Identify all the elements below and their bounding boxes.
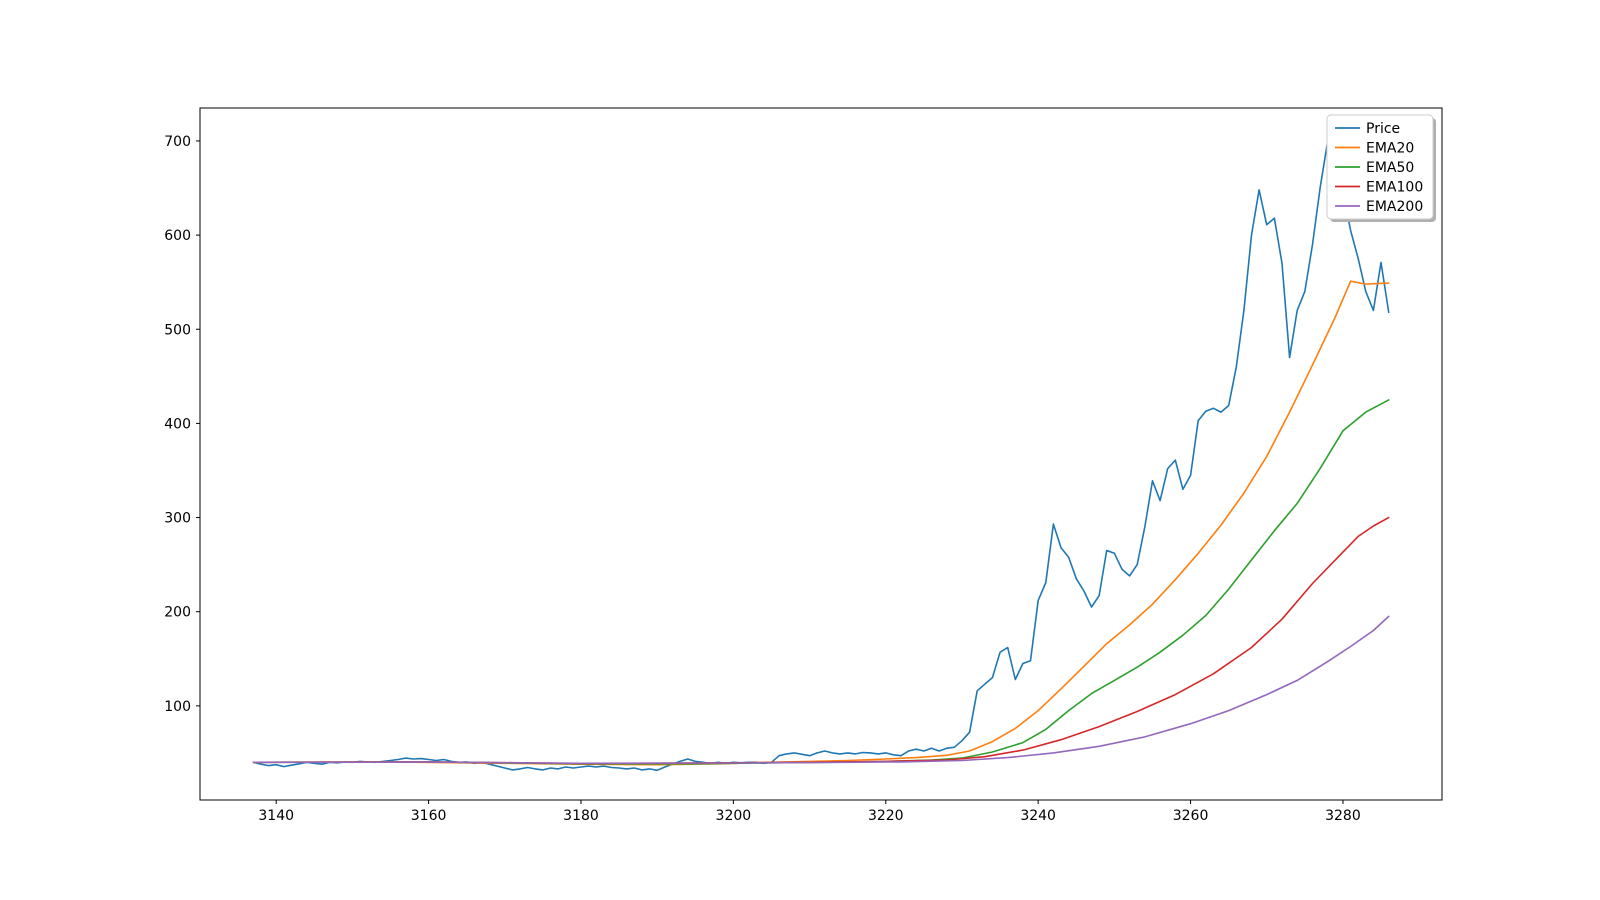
legend-label-ema20: EMA20: [1366, 141, 1414, 157]
y-tick-label: 600: [164, 228, 191, 244]
x-tick-label: 3260: [1173, 808, 1209, 824]
legend-label-ema100: EMA100: [1366, 180, 1423, 196]
legend-label-price: Price: [1366, 121, 1400, 137]
plot-border: [199, 107, 1443, 801]
y-tick-label: 700: [164, 134, 191, 150]
x-tick-label: 3180: [563, 808, 599, 824]
legend-label-ema200: EMA200: [1366, 199, 1423, 215]
x-tick-label: 3160: [411, 808, 447, 824]
series-line-price: [252, 140, 1390, 772]
series-line-ema200: [252, 615, 1390, 765]
y-tick-label: 100: [164, 699, 191, 715]
legend-label-ema50: EMA50: [1366, 160, 1414, 176]
series-line-ema100: [252, 516, 1390, 765]
x-tick-label: 3200: [716, 808, 752, 824]
y-tick-label: 200: [164, 605, 191, 621]
x-tick-label: 3240: [1020, 808, 1056, 824]
series-line-ema20: [252, 280, 1390, 766]
y-tick-label: 400: [164, 416, 191, 432]
y-tick-label: 300: [164, 511, 191, 527]
x-tick-label: 3220: [868, 808, 904, 824]
x-tick-label: 3280: [1325, 808, 1361, 824]
y-tick-label: 500: [164, 322, 191, 338]
series-line-ema50: [252, 399, 1390, 765]
legend-box: [1326, 114, 1434, 220]
x-tick-label: 3140: [258, 808, 294, 824]
